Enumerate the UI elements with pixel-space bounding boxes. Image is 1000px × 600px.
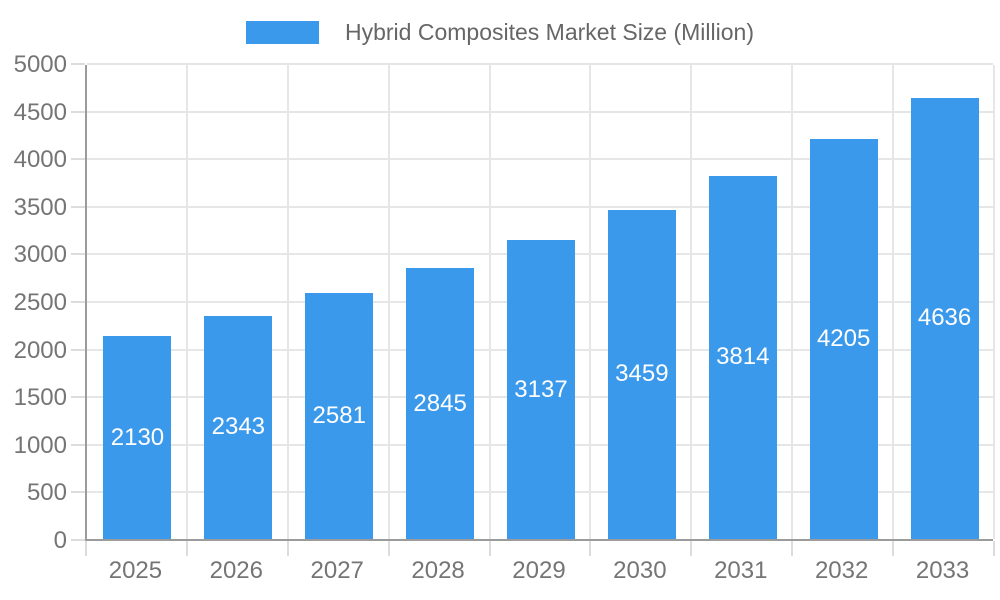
gridline-vertical (387, 65, 390, 539)
bar[interactable]: 3137 (507, 240, 575, 539)
x-axis-label: 2029 (512, 557, 566, 584)
bar-value-label: 2845 (413, 389, 467, 417)
y-axis-tick (71, 205, 85, 208)
bar-value-label: 4636 (917, 304, 972, 332)
x-axis-label: 2030 (613, 557, 667, 584)
gridline-vertical (690, 65, 693, 539)
legend-item[interactable]: Hybrid Composites Market Size (Million) (0, 18, 1000, 46)
bar-value-label: 3137 (514, 375, 568, 403)
gridline-vertical (791, 65, 794, 539)
bar-value-label: 3459 (615, 360, 669, 388)
y-axis-label: 1500 (13, 384, 67, 412)
x-axis-label: 2028 (411, 557, 465, 584)
x-axis-tick (892, 541, 895, 556)
gridline-vertical (892, 65, 895, 539)
y-axis-label: 2000 (13, 336, 67, 364)
x-axis-tick (488, 541, 491, 556)
legend-label: Hybrid Composites Market Size (Million) (345, 18, 754, 45)
y-axis-tick (71, 491, 85, 494)
bar-value-label: 4205 (816, 324, 871, 352)
y-axis-label: 4500 (13, 98, 67, 126)
bar[interactable]: 4636 (910, 97, 979, 539)
gridline-vertical (589, 65, 592, 539)
bar[interactable]: 2130 (103, 336, 172, 539)
bar[interactable]: 2845 (406, 268, 475, 539)
gridline-vertical (488, 65, 491, 539)
x-axis-label: 2027 (310, 557, 364, 584)
bar-value-label: 3814 (716, 343, 770, 371)
plot-area: 2130 2343 2581 2845 3137 3459 3814 4205 4636 (71, 63, 995, 556)
x-axis-tick (387, 541, 390, 556)
y-axis-label: 3000 (13, 241, 67, 269)
y-axis-tick (71, 158, 85, 161)
legend-swatch (246, 20, 319, 44)
y-axis-tick (71, 110, 85, 113)
y-axis-tick (71, 443, 85, 446)
x-axis-tick (589, 541, 592, 556)
bar-value-label: 2343 (211, 413, 266, 441)
gridline-horizontal (87, 158, 993, 161)
x-axis-tick (185, 541, 188, 556)
y-axis-tick (71, 253, 85, 256)
y-axis-label: 0 (53, 527, 67, 554)
y-axis-tick (71, 539, 85, 541)
bar[interactable]: 3814 (708, 175, 777, 539)
gridline-horizontal (87, 63, 993, 65)
gridline-horizontal (87, 110, 993, 113)
bar-value-label: 2581 (312, 402, 366, 430)
y-axis-label: 4000 (13, 146, 67, 174)
x-axis-label: 2025 (108, 557, 163, 584)
x-axis-label: 2033 (915, 557, 970, 584)
x-axis-tick (85, 541, 87, 556)
y-axis-label: 1000 (13, 431, 67, 459)
y-axis-tick (71, 396, 85, 399)
x-axis-tick (690, 541, 693, 556)
x-axis-label: 2032 (814, 557, 869, 584)
bar-value-label: 2130 (110, 423, 165, 451)
y-axis-label: 2500 (13, 289, 67, 316)
gridline-vertical (993, 65, 995, 539)
gridline-horizontal (87, 205, 993, 208)
y-axis-label: 500 (26, 479, 67, 507)
bar[interactable]: 4205 (809, 138, 878, 539)
bar[interactable]: 2581 (305, 293, 374, 539)
y-axis-tick (71, 301, 85, 303)
gridline-vertical (286, 65, 289, 539)
y-axis-label: 3500 (13, 193, 67, 221)
x-axis-tick (791, 541, 794, 556)
bar[interactable]: 2343 (204, 315, 273, 539)
y-axis-label: 5000 (13, 51, 67, 78)
bar[interactable]: 3459 (607, 209, 676, 539)
y-axis-tick (71, 348, 85, 351)
x-axis-tick (993, 541, 995, 556)
x-axis-label: 2026 (209, 557, 263, 584)
x-axis-tick (286, 541, 289, 556)
x-axis-label: 2031 (714, 557, 768, 584)
gridline-vertical (185, 65, 188, 539)
y-axis-tick (71, 63, 85, 65)
